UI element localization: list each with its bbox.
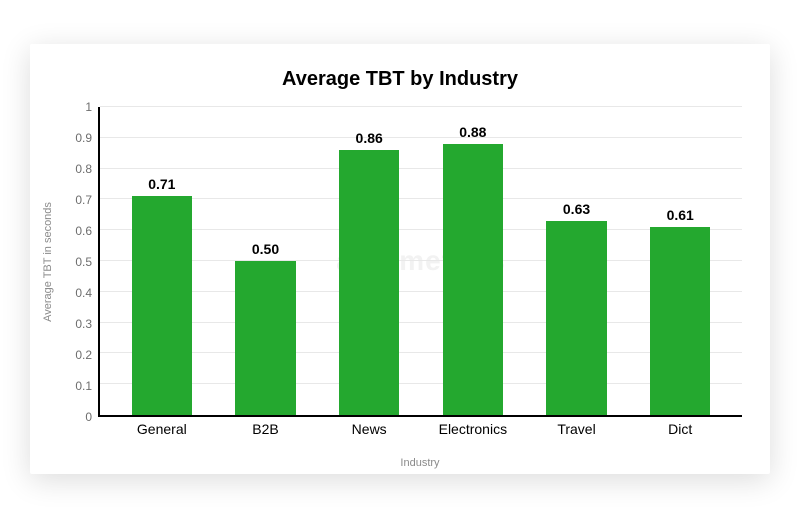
y-tick: 0.6 [75, 224, 92, 238]
bar-column: 0.61 [628, 107, 732, 415]
y-tick: 0.4 [75, 286, 92, 300]
bar [546, 221, 606, 415]
y-tick: 0.8 [75, 162, 92, 176]
chart-area: Average TBT in seconds 00.10.20.30.40.50… [58, 107, 742, 417]
y-tick: 1 [85, 100, 92, 114]
x-tick-label: News [317, 421, 421, 437]
y-tick: 0.2 [75, 348, 92, 362]
bar-column: 0.86 [317, 107, 421, 415]
y-tick: 0.7 [75, 193, 92, 207]
bar [235, 261, 295, 415]
y-axis-label: Average TBT in seconds [42, 202, 54, 322]
bar [339, 150, 399, 415]
bar-column: 0.50 [214, 107, 318, 415]
y-tick: 0.3 [75, 317, 92, 331]
bar-column: 0.63 [525, 107, 629, 415]
chart-card: Average TBT by Industry Average TBT in s… [30, 44, 770, 474]
bar-column: 0.88 [421, 107, 525, 415]
bar-value-label: 0.63 [563, 201, 590, 217]
plot-area: archmetrics 0.710.500.860.880.630.61 Gen… [98, 107, 742, 417]
bar-value-label: 0.50 [252, 241, 279, 257]
bar [443, 144, 503, 415]
y-tick: 0.5 [75, 255, 92, 269]
chart-title: Average TBT by Industry [58, 68, 742, 91]
bar-column: 0.71 [110, 107, 214, 415]
bar-value-label: 0.61 [667, 207, 694, 223]
y-tick: 0.1 [75, 379, 92, 393]
bar [650, 227, 710, 415]
y-axis: 00.10.20.30.40.50.60.70.80.91 [58, 107, 98, 417]
y-tick: 0.9 [75, 131, 92, 145]
y-tick: 0 [85, 410, 92, 424]
x-axis-labels: GeneralB2BNewsElectronicsTravelDict [100, 415, 742, 437]
x-tick-label: General [110, 421, 214, 437]
bars-container: 0.71 0.50 0.86 0.88 0.63 0.61 [100, 107, 742, 415]
x-tick-label: Electronics [421, 421, 525, 437]
x-tick-label: Dict [628, 421, 732, 437]
bar-value-label: 0.88 [459, 124, 486, 140]
bar-value-label: 0.71 [148, 176, 175, 192]
x-axis-label: Industry [58, 457, 742, 469]
x-tick-label: Travel [525, 421, 629, 437]
bar [132, 196, 192, 415]
x-tick-label: B2B [214, 421, 318, 437]
bar-value-label: 0.86 [356, 130, 383, 146]
